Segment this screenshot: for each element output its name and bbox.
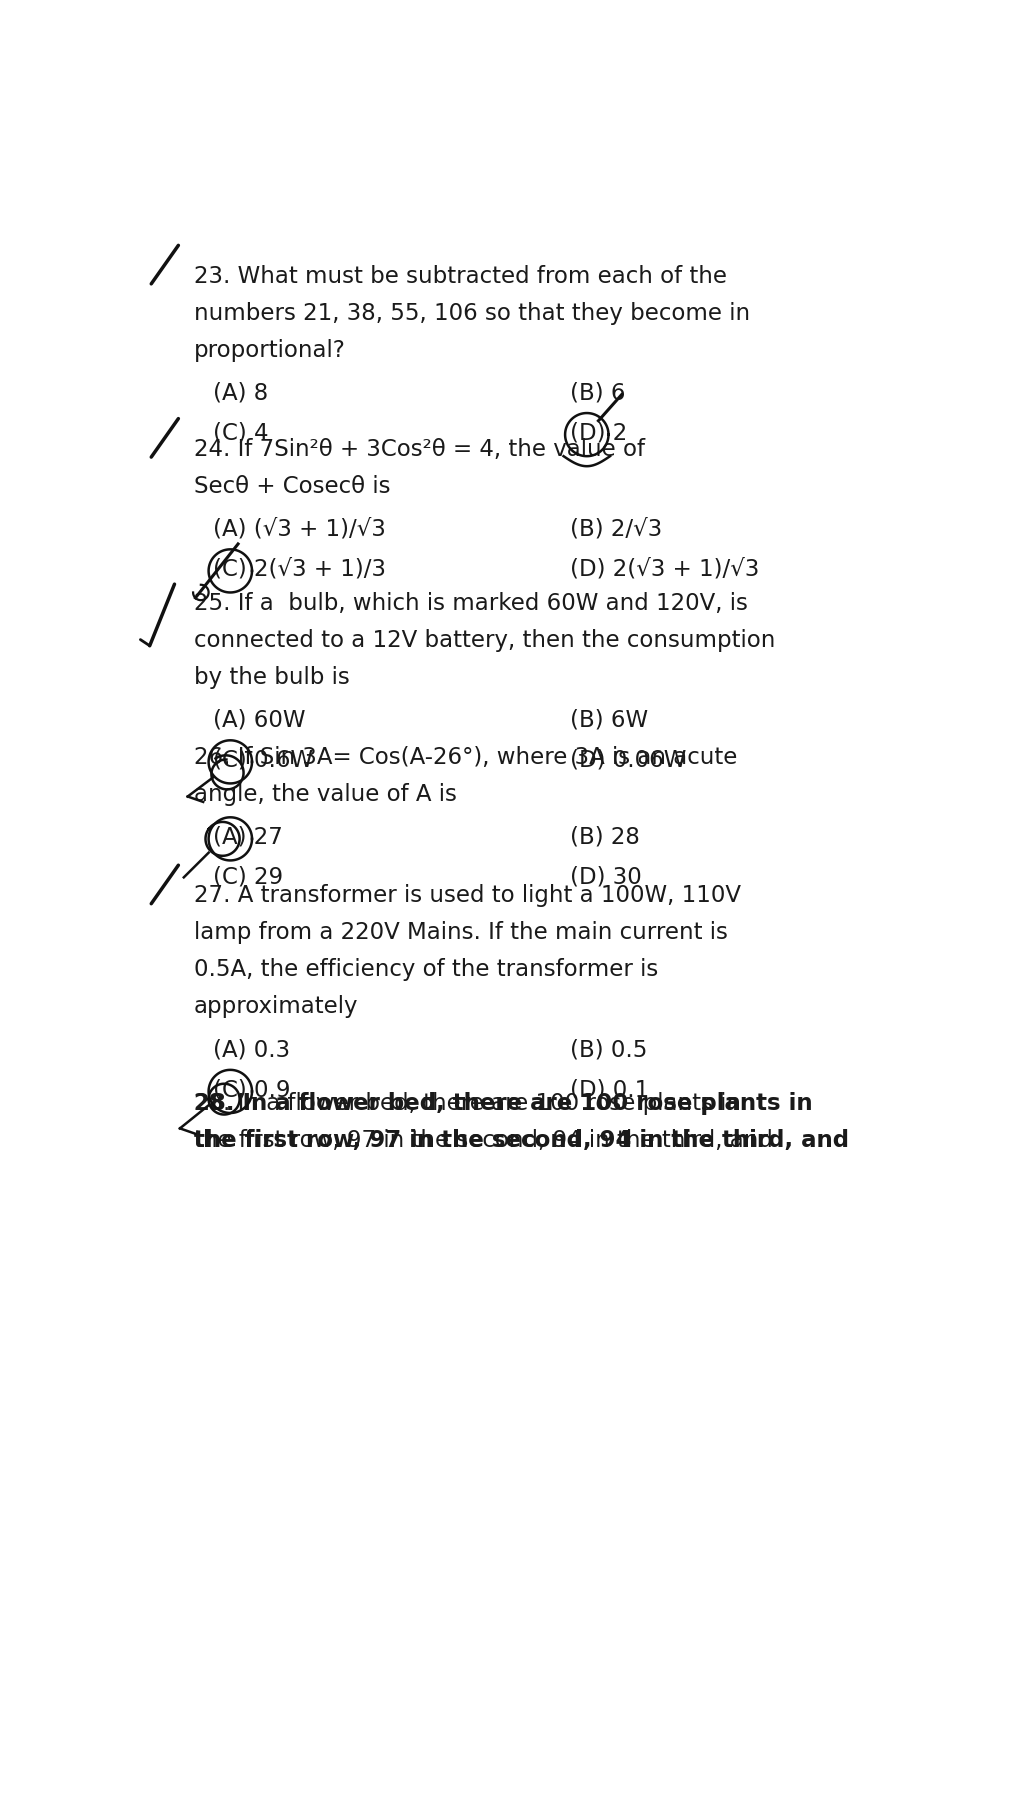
Text: the first row, 97 in the second, 94 in the third, and: the first row, 97 in the second, 94 in t…: [194, 1128, 849, 1152]
Text: the first row, 97 in the second, 94 in the third, and: the first row, 97 in the second, 94 in t…: [194, 1128, 773, 1152]
Text: (A) 60W: (A) 60W: [213, 710, 306, 732]
Text: (D) 0.06W: (D) 0.06W: [569, 750, 686, 772]
Text: 27. A transformer is used to light a 100W, 110V: 27. A transformer is used to light a 100…: [194, 885, 741, 908]
Text: 23. What must be subtracted from each of the: 23. What must be subtracted from each of…: [194, 264, 727, 288]
Text: 0.5A, the efficiency of the transformer is: 0.5A, the efficiency of the transformer …: [194, 959, 658, 981]
Text: 24. If 7Sin²θ + 3Cos²θ = 4, the value of: 24. If 7Sin²θ + 3Cos²θ = 4, the value of: [194, 439, 645, 460]
Text: (B) 2/√3: (B) 2/√3: [569, 519, 662, 541]
Text: numbers 21, 38, 55, 106 so that they become in: numbers 21, 38, 55, 106 so that they bec…: [194, 302, 750, 324]
Text: (B) 6W: (B) 6W: [569, 710, 648, 732]
Text: (C) 2(√3 + 1)/3: (C) 2(√3 + 1)/3: [213, 559, 386, 581]
Text: (B) 0.5: (B) 0.5: [569, 1039, 647, 1061]
Text: proportional?: proportional?: [194, 339, 346, 362]
Text: (D) 0.1: (D) 0.1: [569, 1079, 649, 1101]
Text: (C) 0.9: (C) 0.9: [213, 1079, 291, 1101]
Text: 25. If a  bulb, which is marked 60W and 120V, is: 25. If a bulb, which is marked 60W and 1…: [194, 592, 748, 615]
Text: (C) 4: (C) 4: [213, 422, 268, 444]
Text: (B) 6: (B) 6: [569, 382, 626, 404]
Text: Secθ + Cosecθ is: Secθ + Cosecθ is: [194, 475, 390, 499]
Text: (A) 27: (A) 27: [213, 826, 283, 848]
Text: (D) 30: (D) 30: [569, 866, 641, 888]
Text: (C) 29: (C) 29: [213, 866, 284, 888]
Text: lamp from a 220V Mains. If the main current is: lamp from a 220V Mains. If the main curr…: [194, 921, 728, 945]
Text: 28. In a flower bed, there are 100 rose plants in: 28. In a flower bed, there are 100 rose …: [194, 1092, 741, 1116]
Text: (A) (√3 + 1)/√3: (A) (√3 + 1)/√3: [213, 519, 386, 541]
Text: (D) 2(√3 + 1)/√3: (D) 2(√3 + 1)/√3: [569, 559, 759, 581]
Text: (A) 0.3: (A) 0.3: [213, 1039, 291, 1061]
Text: by the bulb is: by the bulb is: [194, 666, 349, 688]
Text: (A) 8: (A) 8: [213, 382, 268, 404]
Text: angle, the value of A is: angle, the value of A is: [194, 783, 457, 806]
Text: 28. In a flower bed, there are 100 rose plants in: 28. In a flower bed, there are 100 rose …: [194, 1092, 812, 1116]
Text: (D) 2: (D) 2: [569, 422, 627, 444]
Text: (C) 0.6W: (C) 0.6W: [213, 750, 313, 772]
Text: connected to a 12V battery, then the consumption: connected to a 12V battery, then the con…: [194, 630, 775, 652]
Text: 26. If Sin 3A= Cos(A-26°), where 3A is an acute: 26. If Sin 3A= Cos(A-26°), where 3A is a…: [194, 746, 737, 768]
Text: approximately: approximately: [194, 996, 358, 1019]
Text: (B) 28: (B) 28: [569, 826, 640, 848]
